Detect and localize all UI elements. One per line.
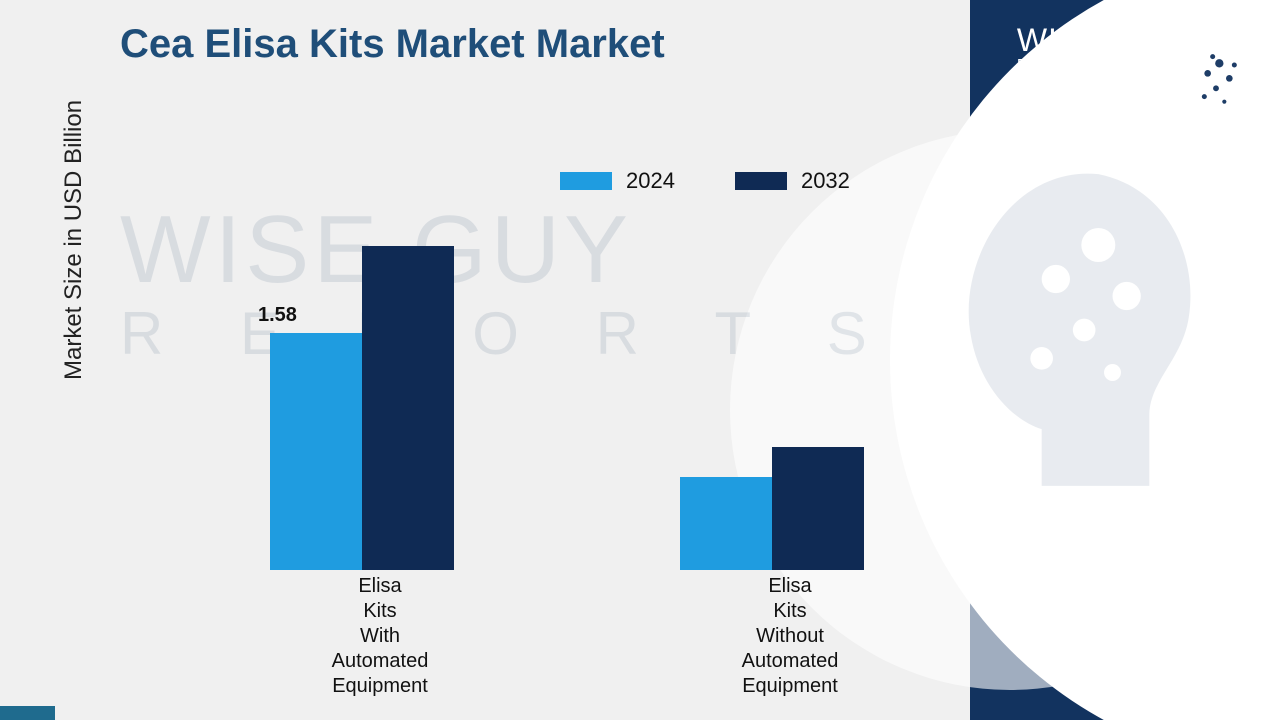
y-axis-label: Market Size in USD Billion: [60, 100, 88, 380]
chart-area: ElisaKitsWithAutomatedEquipment ElisaKit…: [150, 210, 950, 570]
bar-2024-cat2: [680, 477, 772, 570]
legend-swatch-2024: [560, 172, 612, 190]
bar-2032-cat2: [772, 447, 864, 570]
legend-label-2024: 2024: [626, 168, 675, 194]
chart-title: Cea Elisa Kits Market Market: [120, 22, 665, 67]
x-label-cat1: ElisaKitsWithAutomatedEquipment: [270, 570, 490, 699]
legend: 2024 2032: [560, 168, 850, 194]
legend-item-2032: 2032: [735, 168, 850, 194]
bottom-accent-bar: [0, 706, 55, 720]
value-label-1.58: 1.58: [258, 304, 297, 327]
bar-2024-cat1: [270, 333, 362, 570]
legend-label-2032: 2032: [801, 168, 850, 194]
legend-swatch-2032: [735, 172, 787, 190]
brand-logo: WISE GUY R E P O R T S: [1017, 22, 1250, 75]
legend-item-2024: 2024: [560, 168, 675, 194]
stage: WISE GUY R E P O R T S Cea Elisa Kits Ma…: [0, 0, 1280, 720]
bar-2032-cat1: [362, 246, 454, 570]
brand-head-icon: [1166, 40, 1256, 140]
x-label-cat2: ElisaKitsWithoutAutomatedEquipment: [680, 570, 900, 699]
